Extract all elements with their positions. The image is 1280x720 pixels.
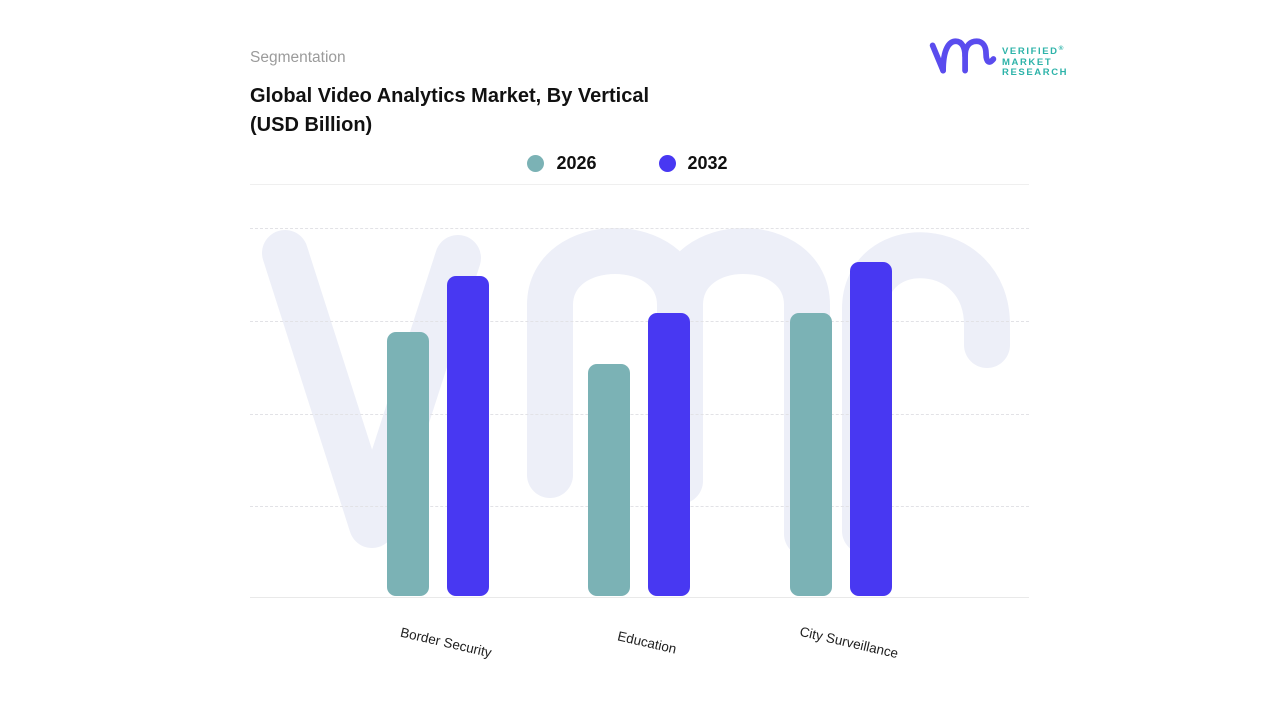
registered-mark-icon: ® [1058, 45, 1064, 52]
gridline [250, 320, 1029, 322]
legend-label: 2026 [556, 152, 597, 173]
legend-swatch-icon [527, 154, 545, 172]
bar-2026-education[interactable] [588, 364, 630, 596]
chart-legend: 2026 2032 [238, 147, 1017, 179]
bar-2032-border-security[interactable] [447, 276, 489, 596]
chart-title-line2: (USD Billion) [250, 114, 373, 136]
x-axis-label-education: Education [616, 628, 678, 657]
x-axis-label-city-surveillance: City Surveillance [798, 623, 900, 662]
brand-logo-text: VERIFIED® MARKET RESEARCH [1002, 44, 1068, 78]
legend-item-2032[interactable]: 2032 [658, 152, 728, 174]
legend-label: 2032 [687, 152, 728, 173]
x-axis-labels: Border Security Education City Surveillanc… [250, 599, 1029, 689]
gridline [250, 413, 1029, 415]
vmr-logo-icon [929, 38, 997, 74]
gridline [250, 228, 1029, 229]
brand-line-1: VERIFIED [1002, 46, 1059, 58]
brand-line-2: MARKET [1002, 56, 1053, 68]
chart-eyebrow: Segmentation [250, 49, 346, 66]
gridline [250, 506, 1029, 508]
x-axis-label-border-security: Border Security [398, 624, 494, 661]
chart-title-line1: Global Video Analytics Market, By Vertic… [250, 85, 650, 107]
bar-chart-plot-area: Border Security Education City Surveillanc… [250, 184, 1029, 661]
legend-swatch-icon [658, 154, 676, 172]
bar-2032-city-surveillance[interactable] [850, 262, 892, 596]
chart-title: Global Video Analytics Market, By Vertic… [250, 82, 649, 140]
bar-2026-border-security[interactable] [387, 332, 429, 596]
brand-line-3: RESEARCH [1002, 66, 1069, 78]
bar-2026-city-surveillance[interactable] [790, 313, 832, 596]
legend-item-2026[interactable]: 2026 [527, 152, 597, 174]
vmr-watermark [262, 228, 1010, 557]
brand-logo: VERIFIED® MARKET RESEARCH [928, 36, 1068, 80]
bar-2032-education[interactable] [648, 313, 690, 596]
